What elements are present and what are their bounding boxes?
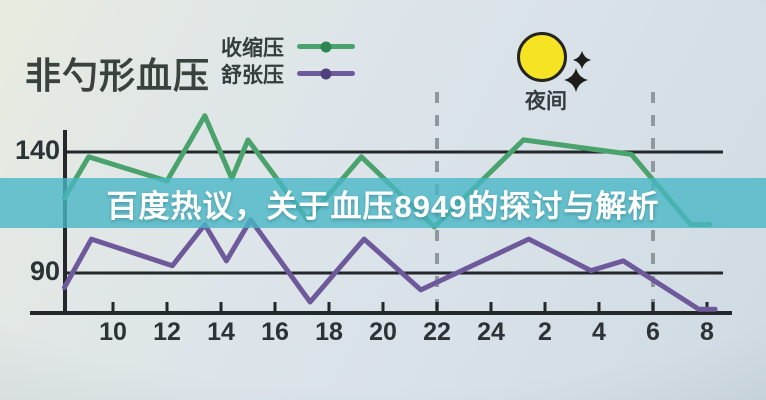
night-label: 夜间 xyxy=(525,90,567,113)
legend-label-systolic: 收缩压 xyxy=(221,36,284,60)
headline-text: 百度热议，关于血压8949的探讨与解析 xyxy=(106,188,660,224)
x-tick-label-8: 8 xyxy=(700,318,714,346)
diastolic-line-swatch xyxy=(297,68,355,79)
moon-icon xyxy=(517,32,567,82)
diastolic-line xyxy=(61,217,718,312)
x-tick-label-18: 18 xyxy=(315,318,343,346)
y-tick-label-140: 140 xyxy=(14,135,60,165)
legend-item-systolic: 收缩压 xyxy=(221,33,355,60)
x-tick-label-20: 20 xyxy=(369,318,397,346)
x-tick-label-16: 16 xyxy=(261,318,289,346)
legend-label-diastolic: 舒张压 xyxy=(221,63,284,87)
legend: 收缩压 舒张压 xyxy=(221,33,355,87)
x-tick-label-22: 22 xyxy=(423,318,451,346)
x-tick-label-24: 24 xyxy=(477,318,505,346)
systolic-line-swatch xyxy=(297,41,355,52)
stars-icon xyxy=(564,51,591,92)
y-tick-label-90: 90 xyxy=(29,256,60,286)
x-tick-label-6: 6 xyxy=(646,318,660,346)
diastolic-dot-marker xyxy=(320,68,332,79)
x-tick-label-4: 4 xyxy=(592,318,606,346)
chart-title: 非勺形血压 xyxy=(25,55,211,96)
headline-banner: 百度热议，关于血压8949的探讨与解析 xyxy=(0,178,766,228)
x-tick-label-14: 14 xyxy=(207,318,235,346)
legend-item-diastolic: 舒张压 xyxy=(221,60,355,87)
x-tick-label-10: 10 xyxy=(99,318,127,346)
x-tick-label-2: 2 xyxy=(538,318,552,346)
systolic-dot-marker xyxy=(320,41,332,52)
x-tick-label-12: 12 xyxy=(153,318,181,346)
